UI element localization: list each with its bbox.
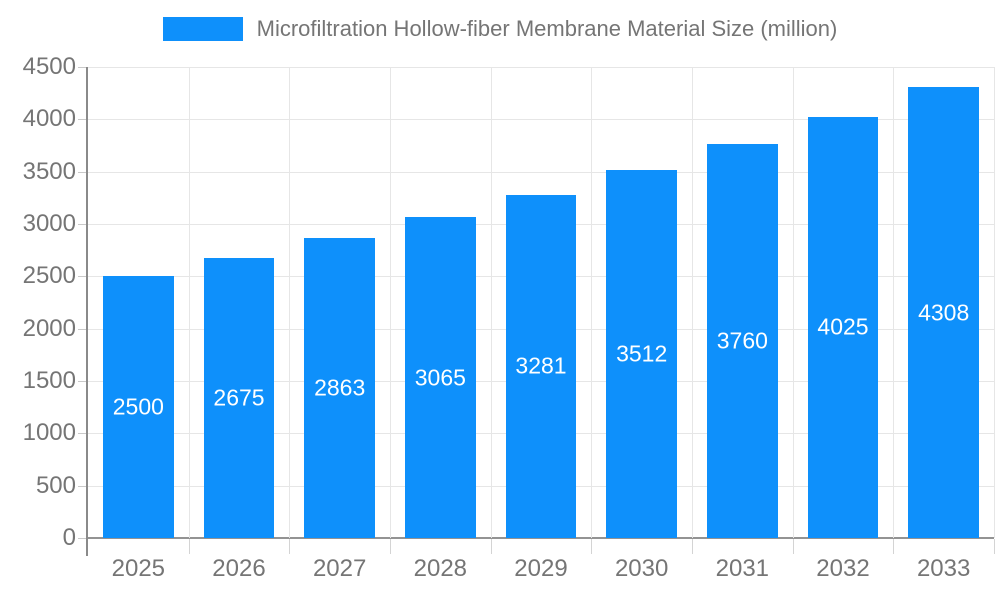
y-axis-tick-label: 3000 — [22, 210, 76, 237]
bar — [807, 116, 879, 538]
bar — [505, 194, 577, 538]
bar-value-label: 2863 — [314, 374, 366, 401]
y-axis-tick — [78, 67, 86, 68]
gridline-vertical — [390, 67, 391, 538]
bar-value-label: 3065 — [414, 364, 466, 391]
x-axis-tick-label: 2031 — [715, 555, 770, 582]
y-axis-tick-label: 4500 — [22, 53, 76, 80]
bar — [606, 170, 677, 538]
bar — [304, 238, 375, 538]
y-axis-tick-label: 4000 — [22, 105, 76, 133]
x-axis-tick-label: 2033 — [916, 555, 971, 582]
gridline-vertical — [792, 67, 794, 538]
legend[interactable]: Microfiltration Hollow-fiber Membrane Ma… — [0, 14, 1000, 44]
x-axis-tick — [692, 539, 693, 554]
bar — [405, 217, 476, 538]
x-axis-tick — [490, 539, 492, 554]
y-axis-tick — [78, 485, 86, 487]
bar-value-label: 3512 — [616, 340, 668, 367]
x-axis-line — [88, 537, 994, 539]
x-axis-tick — [188, 539, 190, 554]
bar-value-label: 2500 — [112, 393, 164, 420]
bar — [103, 276, 174, 538]
gridline-vertical — [994, 67, 995, 538]
gridline-horizontal — [88, 171, 994, 173]
bar-value-label: 4025 — [817, 313, 869, 340]
bar — [203, 258, 275, 538]
y-axis-tick-label: 1500 — [22, 367, 76, 394]
gridline-horizontal — [88, 119, 994, 121]
bar — [707, 144, 778, 538]
x-axis-tick — [289, 539, 291, 554]
gridline-vertical — [188, 67, 190, 538]
x-axis-tick-label: 2029 — [514, 555, 568, 582]
y-axis-tick-label: 500 — [35, 471, 76, 499]
x-axis-tick — [390, 539, 391, 554]
legend-label: Microfiltration Hollow-fiber Membrane Ma… — [256, 16, 838, 41]
y-axis-tick-label: 0 — [62, 524, 76, 551]
bar — [908, 87, 979, 538]
gridline-vertical — [490, 67, 492, 538]
x-axis-tick-label: 2025 — [111, 555, 166, 582]
gridline-horizontal — [88, 67, 994, 68]
y-axis-tick-label: 2000 — [22, 314, 76, 342]
y-axis-tick — [78, 381, 86, 382]
gridline-vertical — [591, 67, 593, 538]
legend-swatch — [162, 17, 243, 41]
y-axis-tick — [78, 538, 86, 539]
y-axis-tick — [78, 224, 86, 225]
bar-value-label: 3281 — [515, 352, 567, 379]
bar-value-label: 3760 — [716, 327, 768, 354]
y-axis-tick-label: 2500 — [22, 262, 76, 290]
y-axis-tick-label: 1000 — [22, 419, 76, 447]
y-axis-line — [86, 67, 88, 556]
y-axis-tick — [78, 119, 86, 121]
x-axis-tick — [893, 539, 895, 554]
x-axis-tick — [591, 539, 593, 554]
y-axis-tick-label: 3500 — [22, 157, 76, 185]
gridline-vertical — [289, 67, 291, 538]
gridline-vertical — [893, 67, 895, 538]
bar-value-label: 4308 — [918, 299, 970, 326]
x-axis-tick-label: 2026 — [212, 555, 266, 582]
y-axis-tick — [78, 171, 86, 173]
x-axis-tick-label: 2027 — [312, 555, 367, 582]
y-axis-tick — [78, 433, 86, 435]
y-axis-tick — [78, 328, 86, 330]
x-axis-tick — [994, 539, 995, 554]
x-axis-tick-label: 2030 — [614, 555, 669, 582]
y-axis-tick — [78, 276, 86, 278]
plot-area: 2500 2675 2863 3065 3281 3512 3760 4025 4308 — [88, 67, 995, 538]
bar-value-label: 2675 — [213, 384, 265, 411]
x-axis-tick-label: 2028 — [413, 555, 468, 582]
gridline-vertical — [692, 67, 693, 538]
x-axis-tick-label: 2032 — [816, 555, 870, 582]
x-axis-tick — [792, 539, 794, 554]
